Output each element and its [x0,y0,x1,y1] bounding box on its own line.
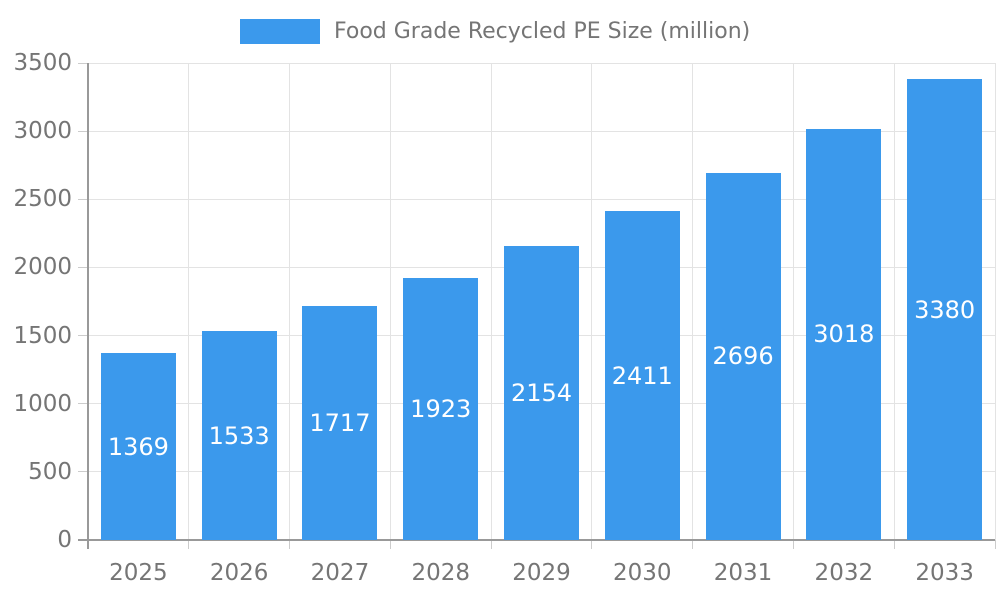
bar[interactable]: 1369 [100,353,176,540]
x-axis-tick [188,540,190,549]
y-axis-tick-label: 3000 [13,118,72,145]
x-axis-tick-label: 2030 [612,560,672,586]
gridline-vertical [692,63,694,540]
gridline-vertical [389,63,391,540]
bar[interactable]: 1533 [201,331,277,540]
y-axis-tick [78,198,88,200]
gridline-vertical [792,63,794,540]
y-axis-tick-label: 1000 [13,390,72,417]
y-axis-tick-label: 2500 [13,186,72,213]
bar-value-label: 2696 [712,342,774,371]
x-axis-tick [893,540,895,549]
bar[interactable]: 1717 [302,305,378,540]
bar[interactable]: 2696 [705,172,781,540]
x-axis-tick [591,540,593,549]
y-axis-tick [78,471,88,473]
gridline-vertical [591,63,593,540]
x-axis-line [78,539,995,541]
bar-value-label: 2154 [510,379,573,408]
gridline-vertical [188,63,190,540]
bar-value-label: 1923 [410,394,472,423]
x-axis-tick-label: 2029 [512,560,571,586]
x-axis-tick [792,540,794,549]
y-axis-tick [78,62,88,64]
y-axis-tick [78,130,88,132]
bar[interactable]: 2411 [604,211,680,540]
x-axis-tick-label: 2031 [713,560,773,586]
bar[interactable]: 3380 [907,79,983,540]
x-axis-tick-label: 2033 [915,560,974,586]
y-axis-tick-label: 500 [28,458,72,485]
bar-value-label: 3018 [813,320,875,349]
bar-value-label: 1533 [208,421,270,450]
y-axis-tick-label: 2000 [13,254,72,281]
gridline-vertical [289,63,291,540]
legend-item[interactable]: Food Grade Recycled PE Size (million) [240,19,750,44]
bar-value-label: 1717 [309,408,371,437]
x-axis-tick-label: 2032 [814,560,874,586]
x-axis-tick-label: 2026 [209,560,269,586]
x-axis-tick [692,540,694,549]
gridline-horizontal [88,198,995,200]
bar[interactable]: 2154 [503,246,580,540]
legend-label: Food Grade Recycled PE Size (million) [334,19,751,44]
y-axis-tick [78,266,88,268]
y-axis-tick-label: 0 [57,527,72,553]
y-axis-tick-label: 1500 [13,322,72,349]
x-axis-tick [389,540,391,549]
x-axis-tick-label: 2027 [310,560,370,586]
gridline-horizontal [88,62,995,64]
x-axis-tick-label: 2028 [411,560,470,586]
y-axis-line [87,63,89,549]
x-axis-tick [289,540,291,549]
gridline-vertical [893,63,895,540]
gridline-horizontal [88,130,995,132]
y-axis-tick-label: 3500 [13,50,72,76]
y-axis-tick [78,335,88,337]
bar-value-label: 3380 [914,295,976,324]
gridline-vertical [490,63,492,540]
legend-swatch [240,19,320,44]
gridline-vertical [994,63,996,540]
bar-value-label: 1369 [107,432,169,461]
bar[interactable]: 1923 [403,277,479,540]
x-axis-tick-label: 2025 [109,560,168,586]
x-axis-tick [490,540,492,549]
bar-value-label: 2411 [611,361,673,390]
x-axis-tick [994,540,996,549]
bar[interactable]: 3018 [806,128,882,540]
y-axis-tick [78,403,88,405]
